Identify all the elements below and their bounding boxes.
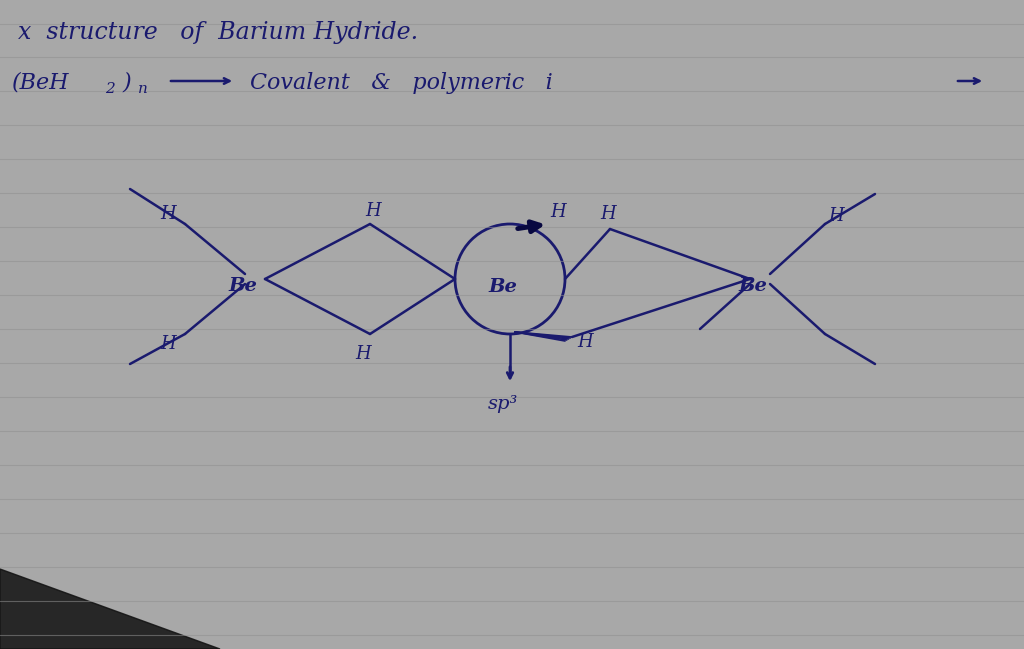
Text: Be: Be (738, 277, 767, 295)
Text: H: H (550, 203, 565, 221)
Text: H: H (600, 205, 615, 223)
Text: Be: Be (488, 278, 517, 296)
Text: H: H (160, 205, 176, 223)
Text: x  structure   of  Barium Hydride.: x structure of Barium Hydride. (18, 21, 418, 44)
Polygon shape (0, 569, 220, 649)
Text: H: H (828, 207, 844, 225)
Text: n: n (138, 82, 147, 96)
Text: 2: 2 (105, 82, 115, 96)
Text: H: H (577, 333, 593, 351)
Text: ): ) (122, 72, 131, 94)
Text: Be: Be (228, 277, 257, 295)
Text: Covalent   &   polymeric   i: Covalent & polymeric i (250, 72, 553, 94)
Text: (BeH: (BeH (12, 72, 70, 94)
Text: H: H (355, 345, 371, 363)
Text: H: H (365, 202, 381, 220)
Text: H: H (160, 335, 176, 353)
Text: sp³: sp³ (488, 395, 518, 413)
